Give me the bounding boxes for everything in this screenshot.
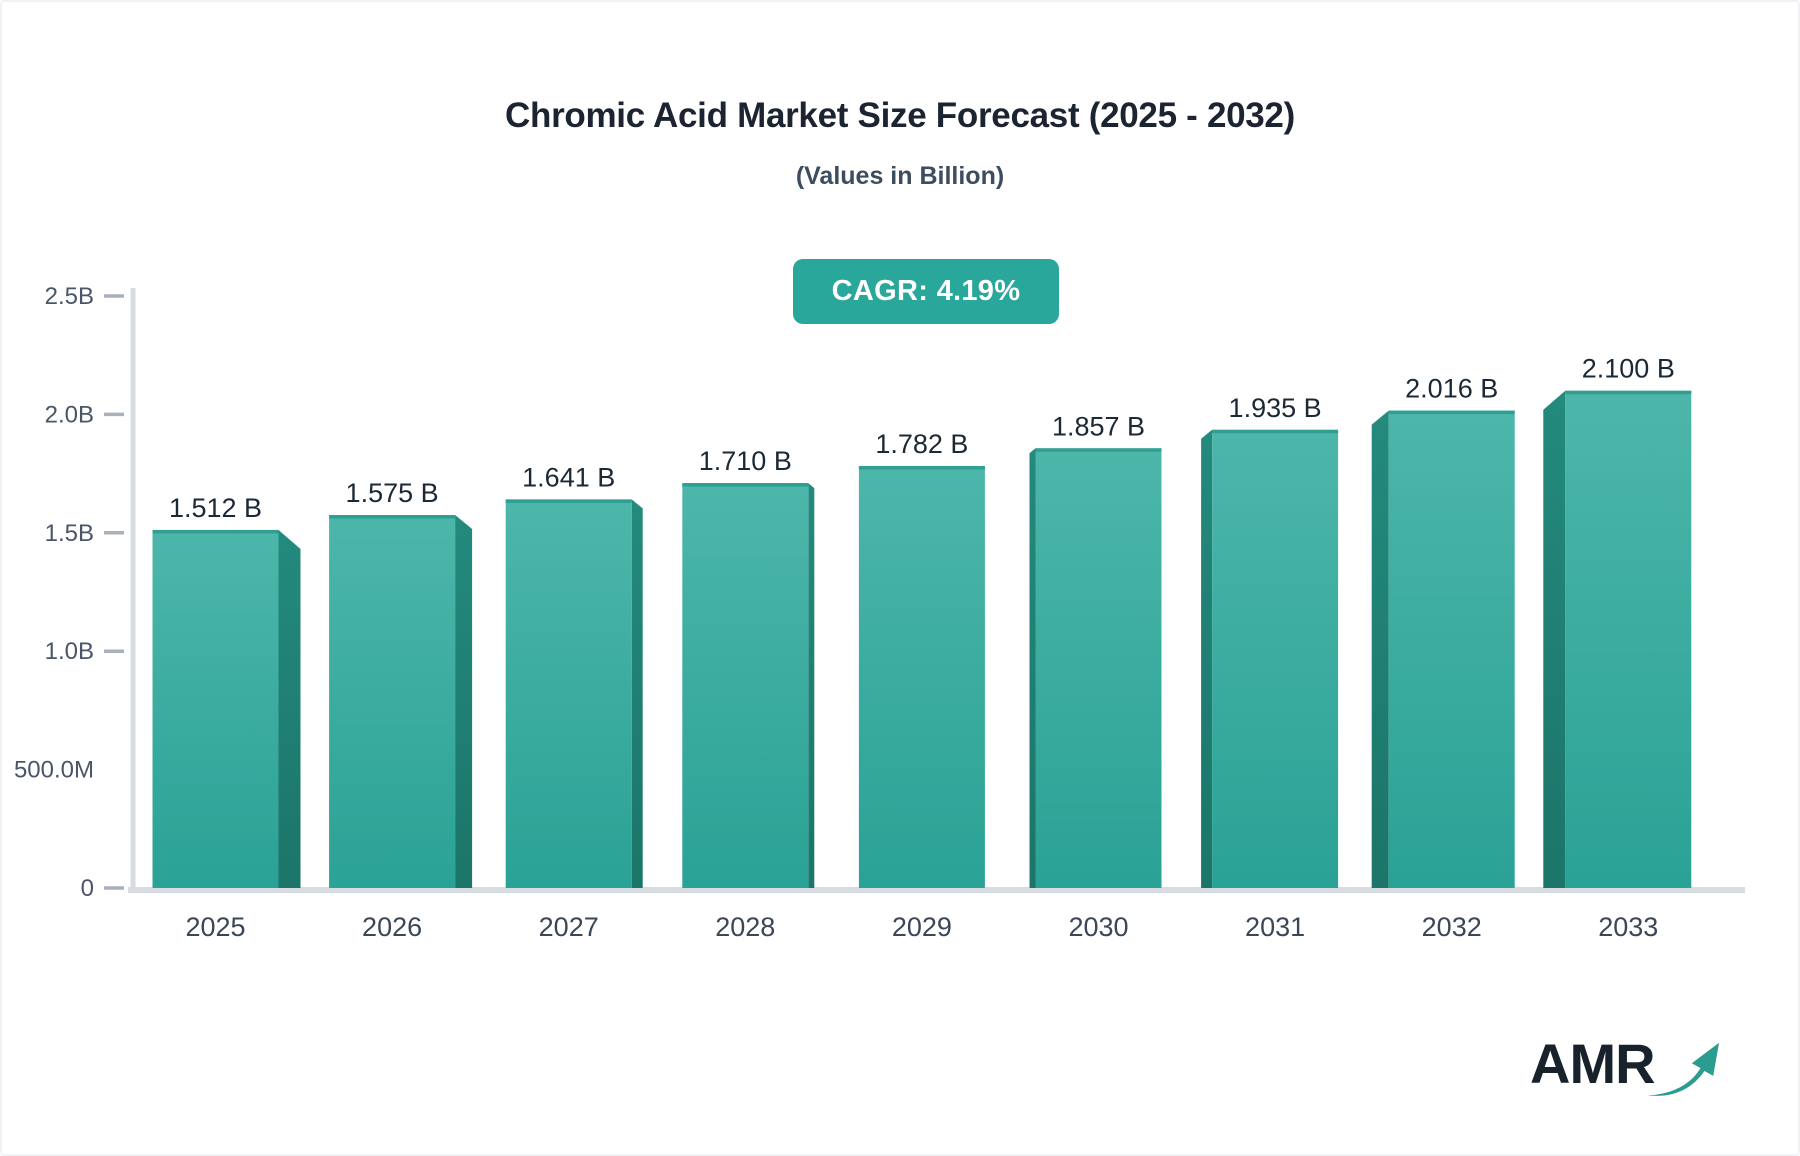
x-axis-category-label: 2028 [715,912,775,942]
bar-value-label: 1.857 B [1052,411,1145,441]
growth-arrow-icon [1647,1042,1719,1096]
bar-3d-side [455,515,473,888]
bar-3d-side [631,499,643,888]
bar-value-label: 1.710 B [699,446,792,476]
y-axis-tick-label: 1.0B [45,638,94,665]
bar [1388,410,1515,888]
bar-top-edge [1035,448,1162,452]
bar-3d-side [1029,448,1036,888]
bar-value-label: 1.575 B [346,478,439,508]
bar-top-edge [682,483,809,487]
x-axis-category-label: 2033 [1598,912,1658,942]
bar [1035,448,1162,888]
x-axis-category-label: 2032 [1422,912,1482,942]
bar [1565,390,1692,888]
bar [329,515,456,888]
y-axis-tick-label: 2.5B [45,283,94,310]
bar [858,466,985,888]
x-axis-category-label: 2030 [1068,912,1128,942]
bar-top-edge [1388,410,1515,415]
bar [682,483,809,888]
bar-value-label: 1.641 B [522,462,615,492]
bar-top-edge [1565,390,1692,395]
bar-value-label: 2.100 B [1582,354,1675,384]
amr-logo-text: AMR [1530,1032,1656,1095]
y-axis-tick-label: 1.5B [45,520,94,547]
bar-3d-side [1371,410,1389,888]
amr-logo: AMR [1530,1036,1721,1104]
x-axis-category-label: 2026 [362,912,422,942]
cagr-badge: CAGR: 4.19% [793,259,1059,324]
bar-3d-side [808,483,815,888]
chart-subtitle: (Values in Billion) [795,162,1005,190]
y-axis-tick-label: 500.0M [14,757,94,784]
x-axis-category-label: 2029 [892,912,952,942]
y-axis-tick-label: 2.0B [45,401,94,428]
bar-3d-side [1201,429,1213,888]
y-axis-tick-label: 0 [81,875,94,902]
bar-top-edge [858,466,985,470]
bar [1212,429,1339,888]
bar-top-edge [1212,429,1339,434]
chart-title: Chromic Acid Market Size Forecast (2025 … [505,96,1295,135]
x-axis-category-label: 2031 [1245,912,1305,942]
x-axis-category-label: 2025 [185,912,245,942]
x-axis-category-label: 2027 [539,912,599,942]
bar-top-edge [505,499,632,503]
bar-top-edge [329,515,456,519]
bar [505,499,632,888]
bar-3d-side [278,529,301,888]
bar-value-label: 1.512 B [169,493,262,523]
bar-value-label: 1.782 B [875,429,968,459]
bar-value-label: 2.016 B [1405,374,1498,404]
bar-3d-side [1543,390,1566,888]
bar [152,529,279,888]
bar-value-label: 1.935 B [1229,393,1322,423]
bar-top-edge [152,529,279,534]
